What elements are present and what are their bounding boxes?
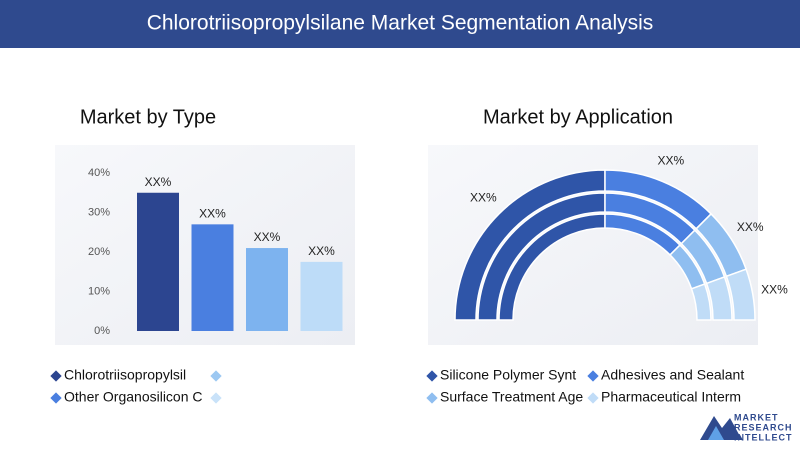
donut-segment (690, 283, 712, 321)
logo-text: MARKET (734, 412, 779, 422)
value-label: XX% (199, 207, 226, 221)
legend-marker (426, 370, 438, 382)
y-tick-label: 0% (94, 325, 110, 337)
logo-text: INTELLECT (734, 432, 793, 442)
legend-marker (210, 392, 222, 404)
donut-segment (725, 268, 756, 321)
y-tick-label: 10% (88, 285, 110, 297)
bar (137, 192, 179, 331)
value-label: XX% (254, 230, 281, 244)
legend-label: Surface Treatment Age (440, 389, 583, 405)
legend-marker (587, 392, 599, 404)
chart-title: Market by Application (483, 106, 673, 128)
header-bar (0, 0, 800, 48)
logo-text: RESEARCH (734, 422, 793, 432)
y-tick-label: 20% (88, 246, 110, 258)
donut-segment (705, 276, 733, 321)
value-label: XX% (470, 191, 497, 205)
y-tick-label: 40% (88, 167, 110, 179)
bar (300, 261, 343, 331)
legend-marker (210, 370, 222, 382)
value-label: XX% (657, 153, 684, 167)
legend-marker (50, 392, 62, 404)
legend-label: Adhesives and Sealant (601, 367, 744, 383)
legend-label: Silicone Polymer Synt (440, 367, 576, 383)
legend-label: Chlorotriisopropylsil (64, 367, 186, 383)
legend-marker (587, 370, 599, 382)
bar (191, 224, 234, 331)
value-label: XX% (308, 244, 335, 258)
value-label: XX% (761, 283, 788, 297)
value-label: XX% (737, 220, 764, 234)
value-label: XX% (145, 175, 172, 189)
y-tick-label: 30% (88, 206, 110, 218)
bar (246, 248, 288, 331)
legend-marker (426, 392, 438, 404)
chart-title: Market by Type (80, 106, 216, 128)
header-title: Chlorotriisopropylsilane Market Segmenta… (147, 12, 654, 35)
legend-marker (50, 370, 62, 382)
legend-label: Pharmaceutical Interm (601, 389, 741, 405)
logo-icon (700, 416, 742, 440)
legend-label: Other Organosilicon C (64, 389, 203, 405)
